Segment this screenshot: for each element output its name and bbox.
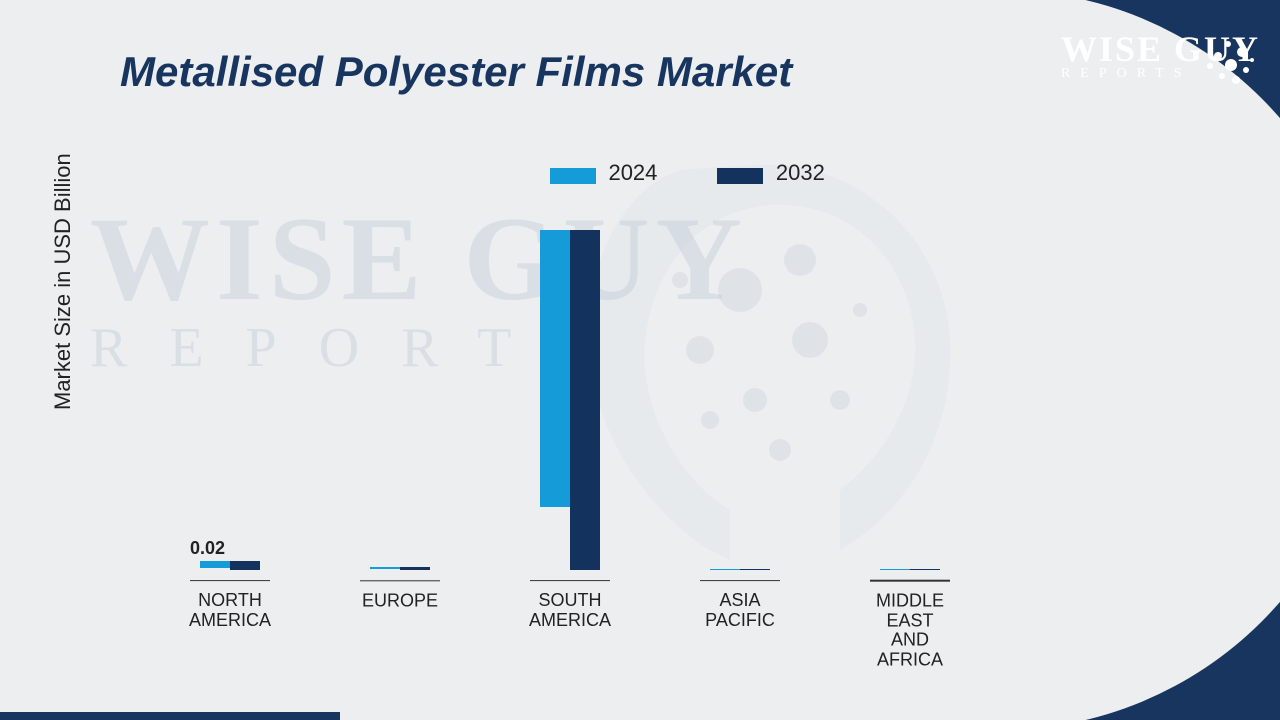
axis-tick — [530, 580, 610, 582]
category-label: NORTHAMERICA — [150, 592, 310, 632]
plot-area: 0.02 NORTHAMERICAEUROPESOUTHAMERICAASIAP… — [120, 200, 950, 570]
legend-swatch-2024 — [550, 168, 596, 184]
category: NORTHAMERICA — [150, 580, 310, 631]
bar — [400, 567, 430, 570]
bar — [200, 561, 230, 568]
brand-head-icon — [1196, 30, 1266, 100]
bar — [370, 567, 400, 569]
category-label: SOUTHAMERICA — [490, 592, 650, 632]
value-label: 0.02 — [190, 538, 225, 559]
bar — [540, 230, 570, 508]
legend-item-2032: 2032 — [717, 160, 824, 186]
bar — [710, 569, 740, 570]
legend-item-2024: 2024 — [550, 160, 657, 186]
y-axis-label: Market Size in USD Billion — [50, 153, 76, 410]
category: MIDDLEEASTANDAFRICA — [830, 580, 990, 671]
category-label: EUROPE — [320, 592, 480, 612]
stage: Metallised Polyester Films Market WISE G… — [0, 0, 1280, 720]
bar — [570, 230, 600, 570]
legend-swatch-2032 — [717, 168, 763, 184]
category-label: MIDDLEEASTANDAFRICA — [830, 592, 990, 671]
axis-tick — [870, 580, 950, 582]
bottom-accent-bar — [0, 712, 340, 720]
category: ASIAPACIFIC — [660, 580, 820, 631]
legend-label-2032: 2032 — [776, 160, 825, 185]
bar — [230, 561, 260, 570]
bar-group — [370, 567, 430, 570]
bar-group — [200, 561, 260, 570]
bar — [910, 569, 940, 570]
bar-chart: Market Size in USD Billion 2024 2032 0.0… — [60, 160, 960, 680]
axis-tick — [360, 580, 440, 582]
legend: 2024 2032 — [550, 160, 825, 186]
category-label: ASIAPACIFIC — [660, 592, 820, 632]
axis-tick — [190, 580, 270, 582]
bar-group — [880, 569, 940, 570]
bar-group — [710, 569, 770, 570]
axis-tick — [700, 580, 780, 582]
bar-group — [540, 230, 600, 570]
category: EUROPE — [320, 580, 480, 611]
bar — [880, 569, 910, 570]
brand-logo: WISE GUY REPORTS — [1061, 28, 1260, 82]
category: SOUTHAMERICA — [490, 580, 650, 631]
legend-label-2024: 2024 — [608, 160, 657, 185]
bar — [740, 569, 770, 570]
page-title: Metallised Polyester Films Market — [120, 48, 792, 96]
